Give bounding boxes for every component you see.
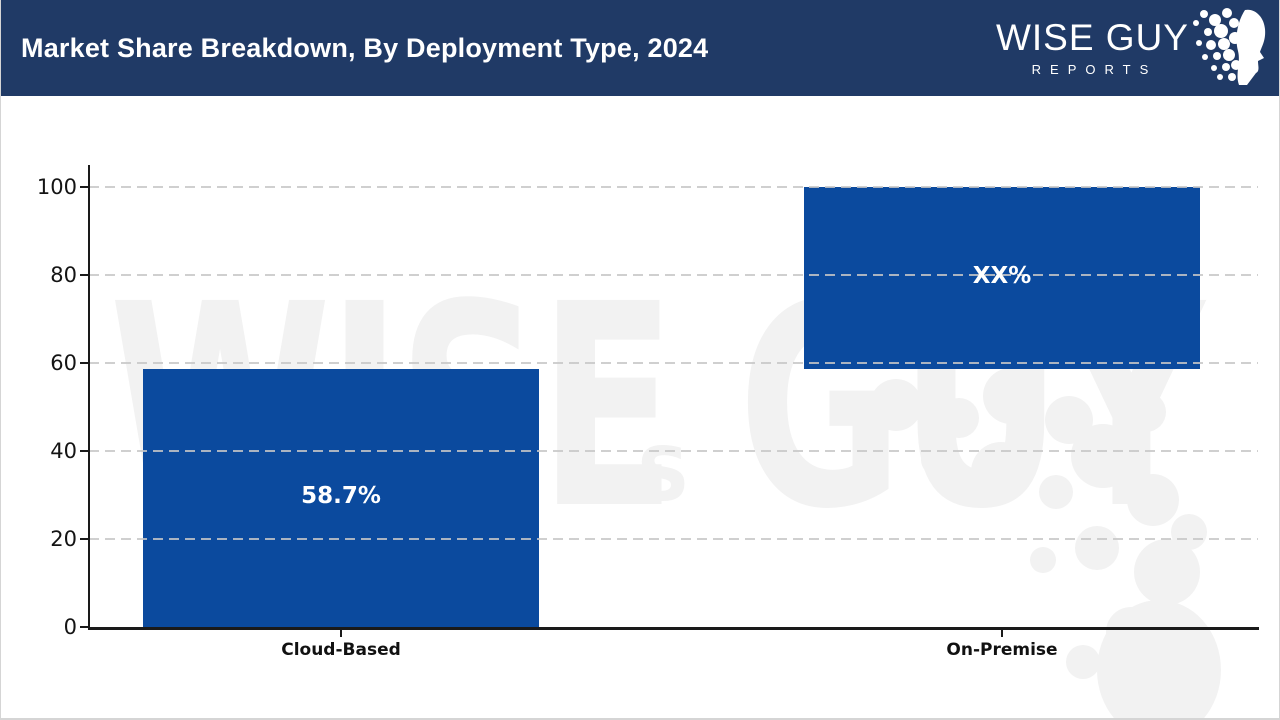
y-tick-mark [80,186,88,188]
y-gridline [89,274,1258,276]
bar-cloud-based [143,368,539,627]
bar-value-label: 58.7% [301,482,381,509]
y-tick-mark [80,538,88,540]
y-tick-label: 20 [50,527,77,551]
y-gridline [89,538,1258,540]
logo-subtext: REPORTS [1031,62,1158,77]
bar-on-premise [804,187,1200,369]
dotted-face-icon [1193,8,1266,86]
y-tick-label: 80 [50,263,77,287]
x-category-label: Cloud-Based [281,640,401,660]
x-axis-spine [88,627,1259,630]
y-tick-mark [80,362,88,364]
y-gridline [89,450,1258,452]
y-tick-label: 40 [50,439,77,463]
y-gridline [89,186,1258,188]
x-tick-mark [340,629,342,637]
y-tick-label: 60 [50,351,77,375]
watermark-face-dots [870,368,1221,718]
y-tick-mark [80,274,88,276]
y-tick-label: 0 [63,615,77,639]
x-category-label: On-Premise [946,640,1058,660]
x-tick-mark [1001,629,1003,637]
y-axis-spine [88,165,90,629]
bar-value-label: XX% [972,262,1032,289]
y-tick-mark [80,626,88,628]
wise-guy-logo: WISE GUY REPORTS [996,0,1267,96]
logo-wordmark: WISE GUY [995,17,1189,58]
y-tick-mark [80,450,88,452]
y-gridline [89,362,1258,364]
logo-text: WISE GUY REPORTS [996,19,1189,77]
y-tick-label: 100 [36,175,77,199]
page-title: Market Share Breakdown, By Deployment Ty… [21,32,709,63]
header-bar: Market Share Breakdown, By Deployment Ty… [1,0,1279,96]
